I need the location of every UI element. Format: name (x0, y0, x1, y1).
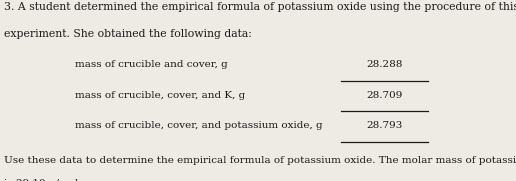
Text: 3. A student determined the empirical formula of potassium oxide using the proce: 3. A student determined the empirical fo… (4, 2, 516, 12)
Text: mass of crucible, cover, and potassium oxide, g: mass of crucible, cover, and potassium o… (75, 121, 322, 130)
Text: 28.288: 28.288 (366, 60, 402, 69)
Text: is 39.10 g/mol.: is 39.10 g/mol. (4, 179, 82, 181)
Text: mass of crucible and cover, g: mass of crucible and cover, g (75, 60, 228, 69)
Text: Use these data to determine the empirical formula of potassium oxide. The molar : Use these data to determine the empirica… (4, 156, 516, 165)
Text: mass of crucible, cover, and K, g: mass of crucible, cover, and K, g (75, 90, 245, 100)
Text: 28.793: 28.793 (366, 121, 402, 130)
Text: experiment. She obtained the following data:: experiment. She obtained the following d… (4, 29, 252, 39)
Text: 28.709: 28.709 (366, 90, 402, 100)
